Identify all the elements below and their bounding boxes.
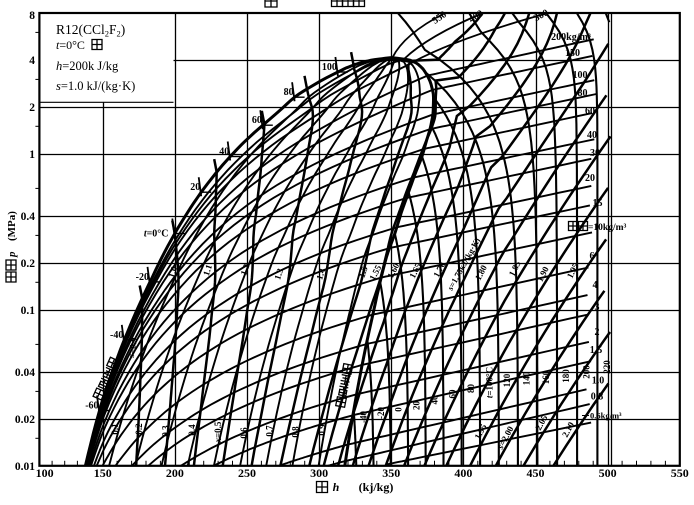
- svg-text:8: 8: [29, 10, 35, 22]
- svg-text:0.4: 0.4: [187, 424, 197, 436]
- svg-text:20: 20: [411, 401, 421, 411]
- svg-text:4: 4: [29, 55, 35, 67]
- svg-text:200kg/m³: 200kg/m³: [551, 32, 591, 43]
- svg-text:500: 500: [599, 466, 617, 480]
- svg-text:0.6: 0.6: [239, 427, 249, 439]
- svg-text:100: 100: [36, 466, 54, 480]
- svg-text:1.4: 1.4: [314, 267, 327, 281]
- svg-text:20: 20: [190, 182, 200, 193]
- svg-text:=10kg/m³: =10kg/m³: [588, 223, 626, 233]
- svg-text:200: 200: [581, 365, 591, 379]
- svg-text:1: 1: [29, 149, 35, 161]
- svg-text:250: 250: [238, 466, 256, 480]
- svg-text:6: 6: [590, 251, 595, 262]
- svg-text:1.0: 1.0: [166, 265, 179, 279]
- svg-text:2: 2: [29, 102, 35, 114]
- svg-text:h: h: [333, 480, 340, 494]
- svg-text:1.2: 1.2: [239, 262, 252, 276]
- svg-text:60: 60: [447, 389, 457, 399]
- svg-text:180: 180: [561, 369, 571, 383]
- svg-text:s=1.0 kJ/(kg·K): s=1.0 kJ/(kg·K): [56, 79, 135, 93]
- svg-text:0.3: 0.3: [161, 425, 171, 437]
- svg-text:0.01: 0.01: [15, 461, 35, 473]
- svg-text:100: 100: [322, 62, 337, 73]
- svg-text:t=0°C: t=0°C: [56, 38, 85, 52]
- svg-text:60: 60: [585, 106, 595, 117]
- svg-text:220: 220: [602, 360, 612, 374]
- svg-text:40: 40: [587, 130, 597, 141]
- svg-text:80: 80: [466, 384, 476, 394]
- svg-text:0.9: 0.9: [317, 424, 327, 436]
- svg-text:3: 3: [595, 302, 600, 313]
- svg-text:1.5: 1.5: [357, 265, 370, 279]
- svg-text:0.8: 0.8: [291, 426, 301, 438]
- svg-text:0.04: 0.04: [15, 367, 35, 379]
- svg-text:120: 120: [502, 373, 512, 387]
- svg-text:4: 4: [593, 280, 598, 291]
- svg-text:0.2: 0.2: [134, 423, 144, 435]
- svg-text:150: 150: [94, 466, 112, 480]
- svg-text:0.1: 0.1: [21, 305, 36, 317]
- svg-text:400: 400: [454, 466, 472, 480]
- svg-text:p: p: [6, 251, 18, 258]
- svg-text:-60: -60: [85, 400, 98, 411]
- svg-text:150: 150: [565, 48, 580, 59]
- svg-text:15: 15: [593, 198, 603, 209]
- svg-text:100: 100: [573, 70, 588, 81]
- svg-text:(kj/kg): (kj/kg): [359, 480, 394, 494]
- svg-text:0.6kg/m³: 0.6kg/m³: [590, 411, 622, 421]
- svg-text:0.2: 0.2: [21, 258, 36, 270]
- svg-text:-40: -40: [358, 411, 368, 423]
- svg-text:160: 160: [541, 370, 551, 384]
- svg-text:40: 40: [429, 395, 439, 405]
- svg-text:0.4: 0.4: [21, 211, 36, 223]
- svg-text:0: 0: [394, 407, 404, 412]
- svg-text:-20: -20: [136, 272, 149, 283]
- svg-text:-20: -20: [376, 407, 386, 419]
- svg-text:t=100°C: t=100°C: [485, 367, 495, 398]
- svg-text:0.8: 0.8: [591, 392, 604, 403]
- svg-text:x=0.5: x=0.5: [213, 421, 223, 443]
- svg-text:0.02: 0.02: [15, 414, 35, 426]
- svg-text:140: 140: [521, 371, 531, 385]
- svg-text:1.5: 1.5: [590, 345, 603, 356]
- svg-text:30: 30: [590, 148, 600, 159]
- svg-text:350: 350: [382, 466, 400, 480]
- svg-text:450: 450: [527, 466, 545, 480]
- svg-text:2: 2: [595, 327, 600, 338]
- svg-text:s=0.9: s=0.9: [126, 336, 140, 359]
- svg-text:t=0°C: t=0°C: [144, 228, 169, 239]
- svg-text:300: 300: [310, 466, 328, 480]
- svg-text:(MPa): (MPa): [6, 211, 18, 241]
- svg-text:40: 40: [219, 147, 229, 158]
- svg-text:0.7: 0.7: [265, 425, 275, 437]
- svg-text:1.3: 1.3: [272, 267, 285, 281]
- svg-text:200: 200: [166, 466, 184, 480]
- svg-text:R12(CCl2F2): R12(CCl2F2): [56, 22, 125, 39]
- svg-text:60: 60: [252, 115, 262, 126]
- svg-text:1.0: 1.0: [592, 376, 605, 387]
- svg-text:80: 80: [284, 87, 294, 98]
- svg-text:550: 550: [671, 466, 689, 480]
- svg-text:0.1: 0.1: [110, 423, 120, 435]
- svg-text:80: 80: [578, 88, 588, 99]
- svg-text:-40: -40: [110, 330, 123, 341]
- svg-text:h=200k J/kg: h=200k J/kg: [56, 59, 119, 73]
- svg-text:1.1: 1.1: [201, 263, 214, 277]
- svg-text:20: 20: [585, 173, 595, 184]
